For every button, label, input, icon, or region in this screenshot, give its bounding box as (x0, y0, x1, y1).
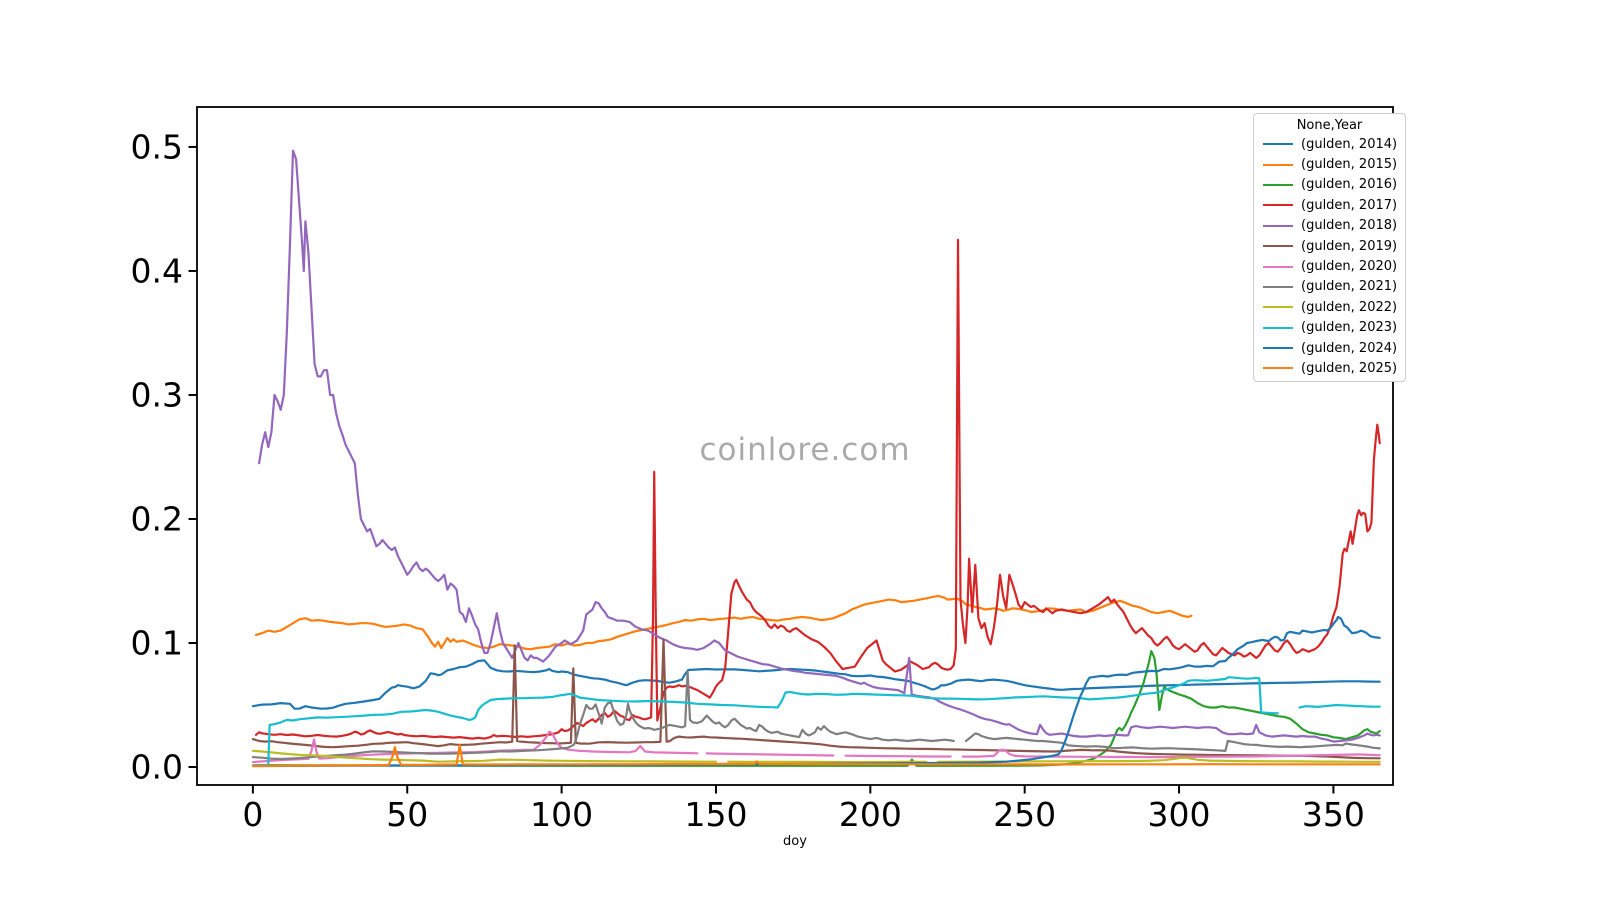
legend-label: (gulden, 2022) (1301, 299, 1398, 315)
series-line-2022 (937, 756, 1381, 763)
legend-line-swatch (1263, 285, 1293, 288)
legend-label: (gulden, 2016) (1301, 177, 1398, 193)
y-tick-label: 0.4 (131, 251, 183, 290)
legend-label: (gulden, 2023) (1301, 320, 1398, 336)
y-tick-label: 0.5 (131, 127, 183, 166)
legend-line-swatch (1263, 163, 1293, 166)
x-tick-label: 250 (993, 795, 1056, 834)
y-tick-label: 0.0 (131, 748, 183, 787)
x-tick-label: 150 (684, 795, 747, 834)
legend-item-2021: (gulden, 2021) (1254, 277, 1405, 297)
legend-line-swatch (1263, 326, 1293, 329)
series-line-2018 (258, 149, 1381, 743)
legend: None,Year (gulden, 2014) (gulden, 2015) (g… (1253, 113, 1406, 382)
series-line-2020 (705, 752, 835, 757)
legend-item-2015: (gulden, 2015) (1254, 154, 1405, 174)
legend-line-swatch (1263, 204, 1293, 207)
x-tick-label: 200 (839, 795, 902, 834)
legend-item-2022: (gulden, 2022) (1254, 297, 1405, 317)
x-axis-label: doy (783, 834, 807, 849)
legend-line-swatch (1263, 224, 1293, 227)
series-line-2017 (254, 238, 1381, 740)
legend-line-swatch (1263, 183, 1293, 186)
legend-item-2020: (gulden, 2020) (1254, 256, 1405, 276)
legend-rows: (gulden, 2014) (gulden, 2015) (gulden, 201… (1254, 134, 1405, 379)
legend-line-swatch (1263, 245, 1293, 248)
legend-label: (gulden, 2021) (1301, 279, 1398, 295)
legend-item-2016: (gulden, 2016) (1254, 175, 1405, 195)
legend-label: (gulden, 2024) (1301, 340, 1398, 356)
legend-item-2017: (gulden, 2017) (1254, 195, 1405, 215)
legend-line-swatch (1263, 265, 1293, 268)
x-tick-label: 300 (1148, 795, 1211, 834)
legend-line-swatch (1263, 347, 1293, 350)
legend-line-swatch (1263, 143, 1293, 146)
series-line-2014 (251, 659, 1381, 710)
legend-label: (gulden, 2014) (1301, 136, 1398, 152)
x-tick-label: 350 (1302, 795, 1365, 834)
legend-label: (gulden, 2019) (1301, 238, 1398, 254)
watermark-text: coinlore.com (699, 432, 911, 468)
legend-label: (gulden, 2020) (1301, 259, 1398, 275)
legend-line-swatch (1263, 367, 1293, 370)
legend-label: (gulden, 2025) (1301, 360, 1398, 376)
legend-line-swatch (1263, 306, 1293, 309)
series-line-2023 (1298, 703, 1381, 709)
series-line-2020 (844, 754, 952, 758)
series-line-2025 (251, 744, 1381, 768)
x-tick-label: 100 (530, 795, 593, 834)
series-line-2019 (251, 638, 1381, 760)
series-line-2022 (251, 749, 718, 763)
legend-item-2025: (gulden, 2025) (1254, 358, 1405, 378)
legend-item-2023: (gulden, 2023) (1254, 318, 1405, 338)
legend-item-2018: (gulden, 2018) (1254, 216, 1405, 236)
legend-label: (gulden, 2017) (1301, 197, 1398, 213)
legend-item-2019: (gulden, 2019) (1254, 236, 1405, 256)
series-line-2016 (254, 649, 1381, 767)
legend-item-2014: (gulden, 2014) (1254, 134, 1405, 154)
plot-frame (196, 106, 1394, 786)
legend-label: (gulden, 2018) (1301, 218, 1398, 234)
legend-item-2024: (gulden, 2024) (1254, 338, 1405, 358)
series-line-2015 (254, 594, 1193, 651)
series-line-2021 (964, 732, 1381, 753)
x-tick-label: 50 (386, 795, 428, 834)
legend-title: None,Year (1296, 118, 1363, 133)
series-line-2020 (961, 748, 1381, 759)
y-tick-label: 0.2 (131, 499, 183, 538)
y-tick-label: 0.3 (131, 375, 183, 414)
series-line-2024 (251, 615, 1381, 768)
y-tick-label: 0.1 (131, 624, 183, 663)
series-line-2023 (251, 676, 1279, 767)
series-line-2021 (251, 670, 955, 761)
legend-label: (gulden, 2015) (1301, 157, 1398, 173)
x-tick-label: 0 (242, 795, 263, 834)
